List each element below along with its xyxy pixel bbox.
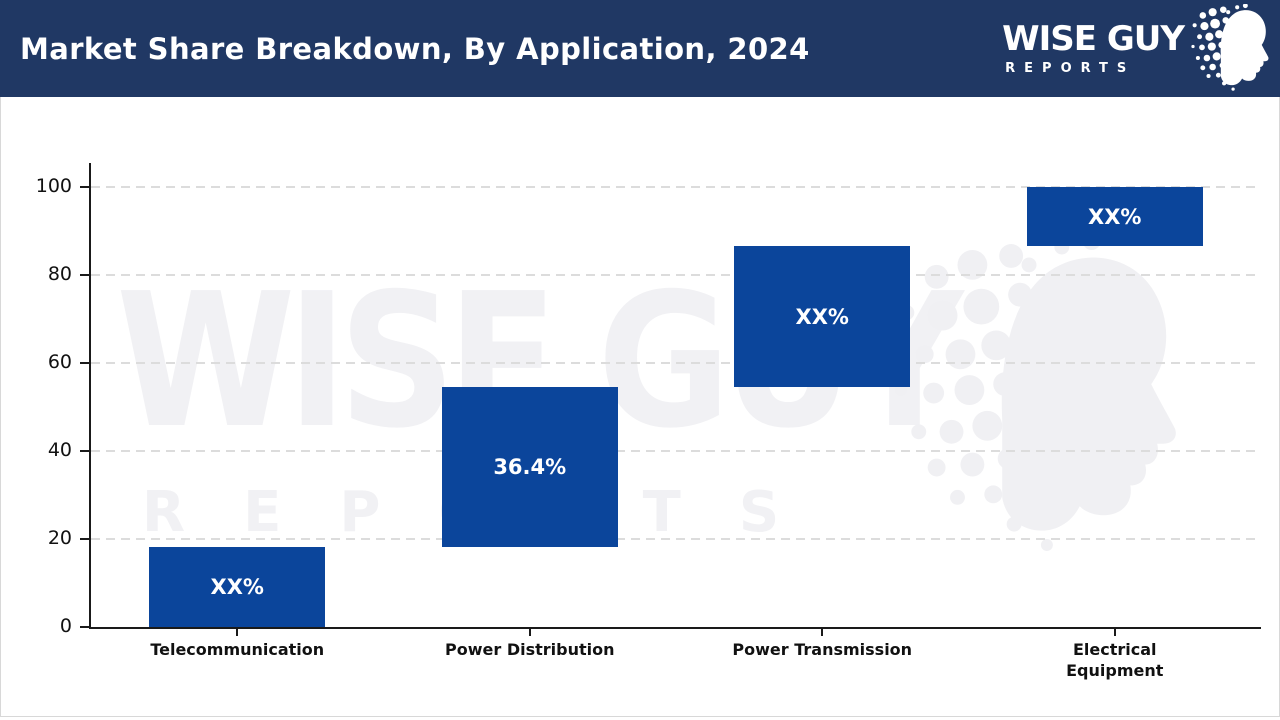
y-axis-tick bbox=[80, 274, 89, 276]
x-axis-tick bbox=[1113, 629, 1116, 636]
grid-line bbox=[91, 362, 1261, 364]
grid-line bbox=[91, 186, 1261, 188]
bar-value-label: 36.4% bbox=[493, 454, 567, 479]
x-tick-label: Electrical Equipment bbox=[1066, 640, 1164, 680]
page-title: Market Share Breakdown, By Application, … bbox=[20, 31, 810, 66]
x-axis-tick bbox=[236, 629, 239, 636]
grid-line bbox=[91, 274, 1261, 276]
bar-value-label: XX% bbox=[795, 304, 849, 329]
y-tick-label: 80 bbox=[47, 263, 72, 286]
x-tick-label: Telecommunication bbox=[150, 640, 325, 659]
y-tick-label: 100 bbox=[35, 175, 72, 198]
y-tick-label: 0 bbox=[59, 615, 72, 638]
bar: 36.4% bbox=[441, 386, 618, 547]
bar: XX% bbox=[1026, 187, 1203, 247]
header-bar: Market Share Breakdown, By Application, … bbox=[0, 0, 1280, 97]
plot-area: 0 20 40 60 80 100 XX% Telecommunication 36.4% Pow… bbox=[36, 163, 1261, 680]
brand-subtext: REPORTS bbox=[1005, 61, 1136, 76]
bar-value-label: XX% bbox=[210, 574, 264, 599]
y-axis-tick bbox=[80, 186, 89, 188]
y-tick-label: 20 bbox=[47, 527, 72, 550]
x-tick-label: Power Transmission bbox=[732, 640, 913, 659]
x-axis-tick bbox=[821, 629, 824, 636]
brand-wordmark: WISE GUY REPORTS bbox=[1002, 19, 1185, 76]
bar: XX% bbox=[734, 246, 911, 387]
brand-face-icon bbox=[1186, 4, 1272, 94]
y-axis-tick bbox=[80, 626, 89, 628]
x-axis-tick bbox=[528, 629, 531, 636]
y-tick-label: 40 bbox=[47, 439, 72, 462]
chart-canvas: WISE GUY REPORTS 020406080100XX%Telecomm… bbox=[0, 97, 1280, 717]
x-tick-label: Power Distribution bbox=[445, 640, 615, 659]
y-axis-tick bbox=[80, 450, 89, 452]
brand-name-text: WISE GUY bbox=[1002, 19, 1185, 59]
y-tick-label: 60 bbox=[47, 351, 72, 374]
y-axis-tick bbox=[80, 362, 89, 364]
y-axis-tick bbox=[80, 538, 89, 540]
bar-value-label: XX% bbox=[1088, 204, 1142, 229]
brand-logo: WISE GUY REPORTS bbox=[1002, 4, 1272, 94]
bar: XX% bbox=[149, 546, 326, 627]
grid-line bbox=[91, 450, 1261, 452]
grid-line bbox=[91, 538, 1261, 540]
